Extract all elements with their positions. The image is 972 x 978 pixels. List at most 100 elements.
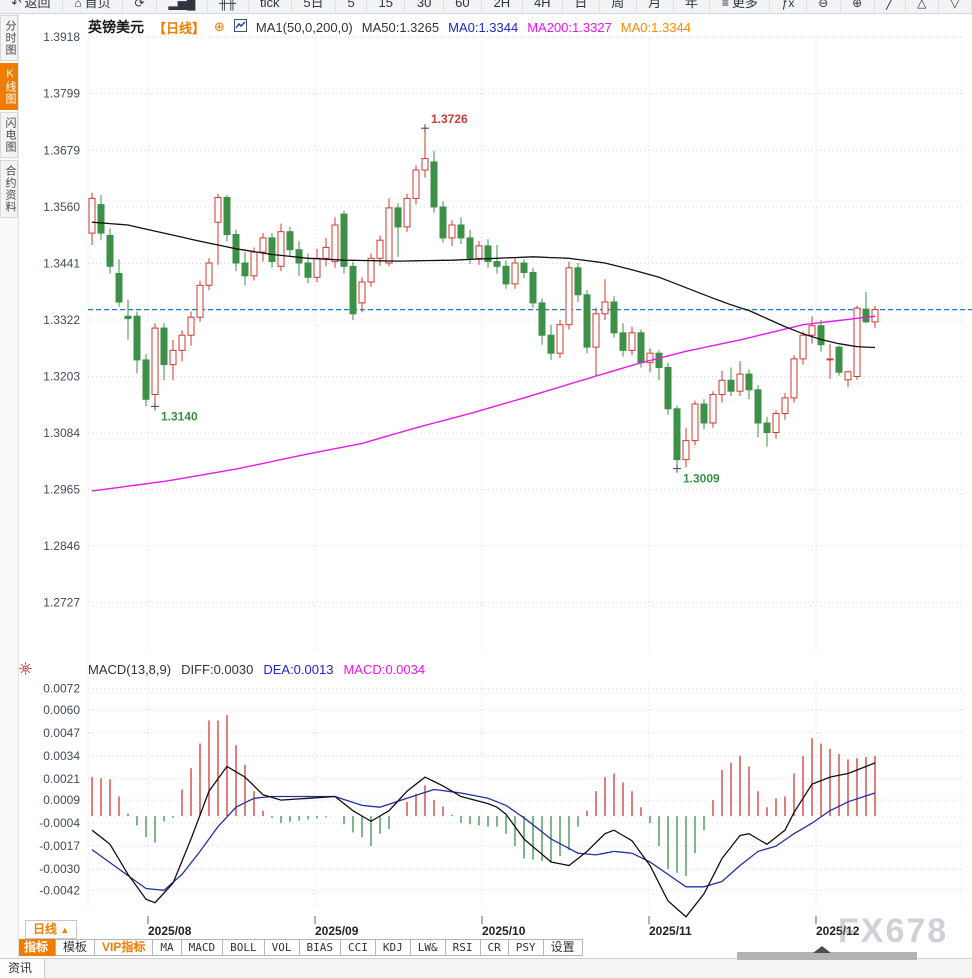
- circle-plus-icon[interactable]: ⊕: [214, 19, 225, 34]
- tab-LW&[interactable]: LW&: [409, 939, 446, 956]
- toolbar-candle-view-icon[interactable]: ╫╫: [208, 0, 249, 13]
- toolbar-tick[interactable]: tick: [249, 0, 292, 13]
- toolbar-zoom-in-icon[interactable]: ⊕: [841, 0, 875, 13]
- period-selector-label: 日线: [33, 922, 58, 936]
- chart-mini-icon[interactable]: [233, 19, 247, 35]
- toolbar-refresh-icon[interactable]: ⟳: [123, 0, 157, 13]
- triangle-up-icon: △: [917, 0, 927, 10]
- tab-设置[interactable]: 设置: [542, 939, 583, 956]
- toolbar-period-week[interactable]: 周: [600, 0, 637, 13]
- macd-params-label: MACD(13,8,9): [88, 662, 172, 677]
- svg-text:0.0034: 0.0034: [43, 749, 80, 763]
- toolbar-fx-indicator-icon[interactable]: ƒx: [770, 0, 807, 13]
- toolbar-back[interactable]: ↶ 返回: [0, 0, 63, 13]
- tab-KDJ[interactable]: KDJ: [374, 939, 411, 956]
- toolbar-label: 周: [611, 0, 625, 10]
- home-icon: ⌂: [74, 0, 82, 10]
- toolbar-period-30[interactable]: 30: [405, 0, 444, 13]
- period-label: 【日线】: [153, 20, 206, 36]
- panel-collapse-handle[interactable]: [737, 946, 917, 960]
- tab-模板[interactable]: 模板: [55, 939, 96, 956]
- toolbar-period-month[interactable]: 月: [637, 0, 674, 13]
- toolbar-home[interactable]: ⌂ 首页: [63, 0, 124, 13]
- toolbar-label: 更多: [731, 0, 758, 10]
- period-selector-button[interactable]: 日线 ▲: [25, 920, 78, 939]
- triangle-down-icon: ▽: [950, 0, 960, 10]
- tab-RSI[interactable]: RSI: [444, 939, 481, 956]
- draw-line-icon: ╱: [886, 0, 894, 10]
- svg-text:1.3560: 1.3560: [43, 200, 80, 214]
- date-axis: 2025/08 2025/09 2025/10 2025/11 2025/12: [18, 924, 972, 939]
- kline-header: 英镑美元 【日线】 ⊕ MA1(50,0,200,0) MA50:1.3265 …: [88, 17, 691, 37]
- svg-text:1.3726: 1.3726: [431, 112, 468, 126]
- tab-BIAS[interactable]: BIAS: [298, 939, 341, 956]
- kline-macd-chart[interactable]: 1.3918 1.3799 1.3679 1.3560 1.3441 1.3322 1.32…: [18, 13, 972, 925]
- indicator-settings-icon[interactable]: [19, 662, 32, 680]
- toolbar-period-60[interactable]: 60: [444, 0, 483, 13]
- ma50-value: MA50:1.3265: [361, 19, 440, 35]
- toolbar-period-year[interactable]: 年: [674, 0, 711, 13]
- toolbar-bar-stats-icon[interactable]: ▂▅█: [157, 0, 208, 13]
- ma0-blue-value: MA0:1.3344: [448, 19, 519, 35]
- tab-news[interactable]: 资讯: [0, 959, 45, 978]
- svg-text:-0.0042: -0.0042: [39, 883, 80, 897]
- svg-text:0.0060: 0.0060: [43, 703, 80, 717]
- toolbar-more[interactable]: ≡ 更多: [710, 0, 771, 13]
- toolbar-triangle-down-icon[interactable]: ▽: [939, 0, 972, 13]
- chart-type-sidebar: 分时图 K线图闪电图合约资料: [0, 14, 19, 958]
- toolbar-label: 4H: [533, 0, 551, 10]
- toolbar-zoom-out-icon[interactable]: ⊖: [807, 0, 841, 13]
- svg-text:1.3203: 1.3203: [43, 370, 80, 384]
- sidebar-item-kline-chart[interactable]: K线图: [0, 63, 18, 110]
- sidebar-item-lightning-chart[interactable]: 闪电图: [0, 112, 18, 158]
- month-label: 2025/12: [816, 924, 860, 938]
- toolbar-period-2h[interactable]: 2H: [482, 0, 523, 13]
- toolbar-triangle-up-icon[interactable]: △: [906, 0, 939, 13]
- top-toolbar: ↶ 返回 ⌂ 首页 ⟳ ▂▅█ ╫╫ tick 5日 5 15 30 60 2H 4H 日周月年 ≡ 更多 ƒx ⊖ ⊕…: [0, 0, 972, 14]
- ma-settings-label: MA1(50,0,200,0): [255, 19, 353, 35]
- tab-CCI[interactable]: CCI: [340, 939, 376, 956]
- month-label: 2025/09: [315, 924, 359, 938]
- bar-stats-icon: ▂▅█: [168, 0, 196, 10]
- toolbar-label: 返回: [24, 0, 51, 10]
- tab-VOL[interactable]: VOL: [263, 939, 300, 956]
- svg-text:0.0009: 0.0009: [43, 793, 80, 807]
- toolbar-period-4h[interactable]: 4H: [523, 0, 563, 13]
- svg-text:1.3918: 1.3918: [43, 30, 80, 44]
- diff-value: DIFF:0.0030: [181, 662, 254, 677]
- sidebar-item-time-chart[interactable]: 分时图: [0, 15, 18, 61]
- toolbar-label: 年: [684, 0, 698, 10]
- svg-text:1.2727: 1.2727: [43, 596, 80, 610]
- tab-指标[interactable]: 指标: [16, 939, 57, 956]
- tab-VIP指标[interactable]: VIP指标: [94, 939, 154, 956]
- indicator-tabbar: 指标 模板 VIP指标 MA MACD BOLL VOL BIAS CCI KDJ LW& RSI CR…: [16, 939, 583, 956]
- month-label: 2025/11: [649, 924, 692, 938]
- svg-text:0.0021: 0.0021: [43, 772, 80, 786]
- tab-PSY[interactable]: PSY: [507, 939, 544, 956]
- toolbar-period-day[interactable]: 日: [563, 0, 600, 13]
- tab-MA[interactable]: MA: [152, 939, 182, 956]
- sidebar-item-contract-info[interactable]: 合约资料: [0, 160, 18, 218]
- dea-value: DEA:0.0013: [263, 662, 334, 677]
- tab-MACD[interactable]: MACD: [180, 939, 224, 956]
- toolbar-label: 15: [378, 0, 393, 10]
- chevron-up-icon: ▲: [60, 925, 70, 935]
- svg-text:0.0072: 0.0072: [43, 682, 80, 696]
- svg-text:-0.0030: -0.0030: [39, 862, 80, 876]
- toolbar-label: 30: [416, 0, 432, 10]
- svg-text:-0.0017: -0.0017: [39, 839, 80, 853]
- toolbar-draw-line-icon[interactable]: ╱: [875, 0, 906, 13]
- svg-text:1.3009: 1.3009: [683, 472, 720, 486]
- toolbar-period-15[interactable]: 15: [367, 0, 406, 13]
- tab-BOLL[interactable]: BOLL: [222, 939, 265, 956]
- svg-text:1.3799: 1.3799: [43, 87, 80, 101]
- svg-text:1.3441: 1.3441: [43, 257, 80, 271]
- macd-header: MACD(13,8,9) DIFF:0.0030 DEA:0.0013 MACD…: [88, 662, 425, 677]
- toolbar-label: 5日: [303, 0, 324, 10]
- tab-CR[interactable]: CR: [479, 939, 509, 956]
- toolbar-period-5d[interactable]: 5日: [292, 0, 337, 13]
- toolbar-period-5[interactable]: 5: [336, 0, 368, 13]
- svg-text:1.3679: 1.3679: [43, 144, 80, 158]
- svg-text:1.3140: 1.3140: [161, 409, 198, 423]
- toolbar-label: 首页: [84, 0, 111, 10]
